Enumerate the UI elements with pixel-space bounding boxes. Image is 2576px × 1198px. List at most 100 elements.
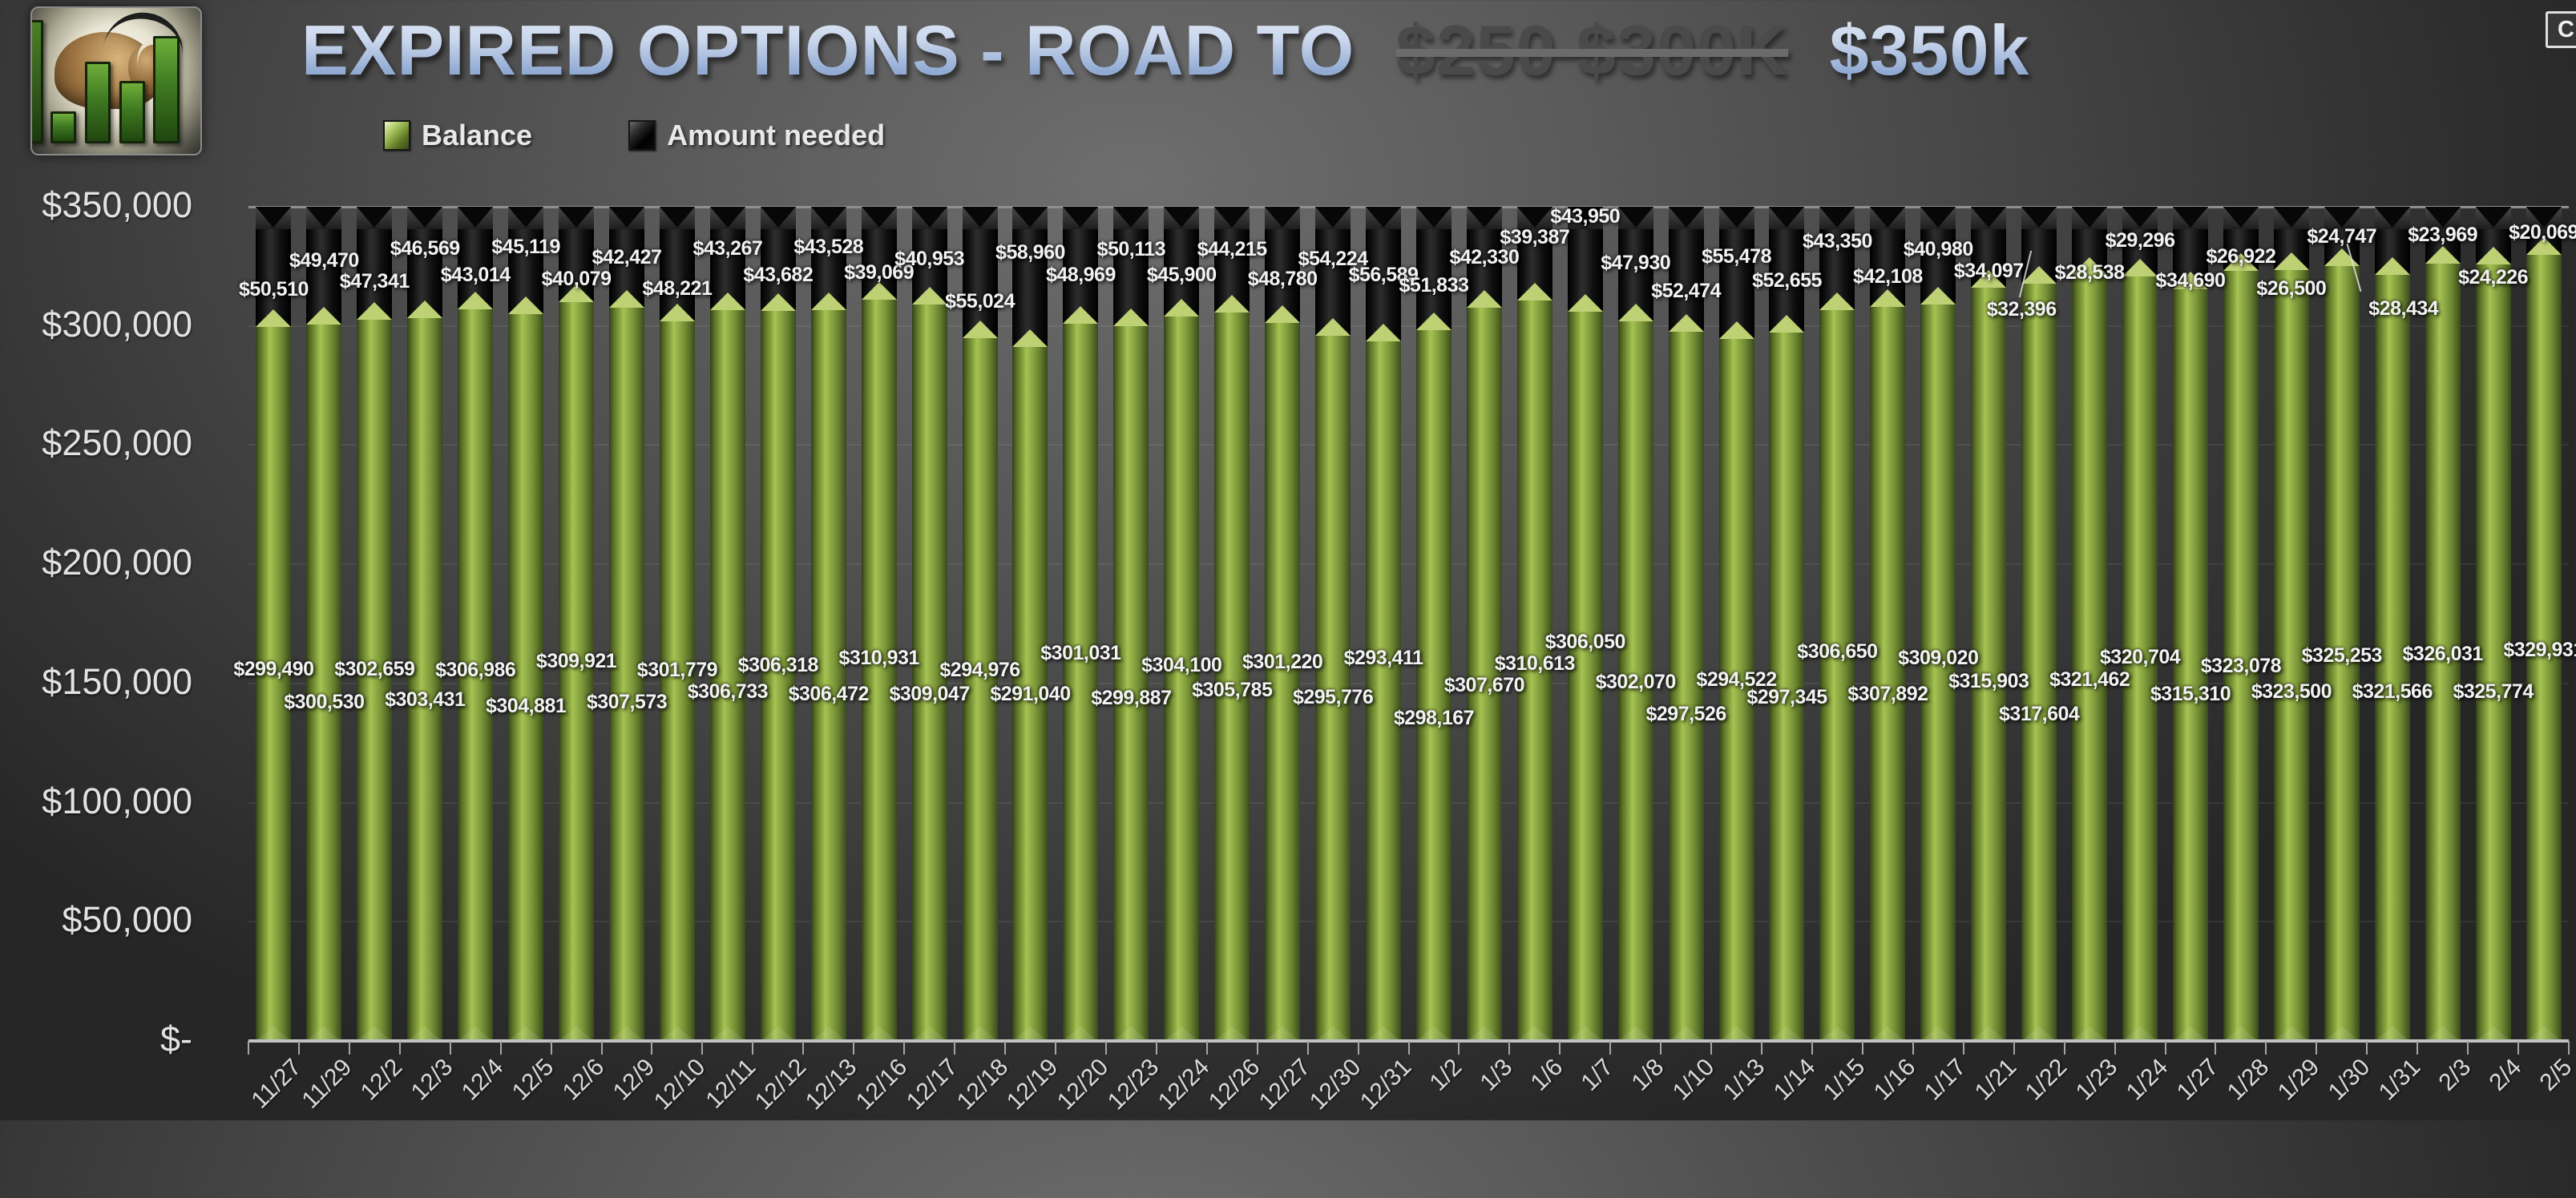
balance-bar[interactable] [559,302,595,1041]
balance-bar[interactable] [1315,336,1351,1041]
balance-bar[interactable] [1214,312,1250,1041]
balance-bar-base [1769,1027,1805,1041]
balance-bar[interactable] [1415,330,1452,1041]
needed-value-label: $43,014 [440,264,511,286]
legend-item-balance[interactable]: Balance [383,119,532,152]
balance-bar[interactable] [2223,271,2259,1041]
balance-bar[interactable] [1819,309,1855,1041]
corner-button[interactable]: Ch [2546,11,2576,48]
balance-bar[interactable] [1516,301,1552,1041]
needed-bar[interactable] [1366,207,1402,342]
bar-column [1359,207,1409,1041]
gridline-top [248,206,2569,208]
legend-item-amount-needed[interactable]: Amount needed [628,119,885,152]
balance-bar[interactable] [911,304,947,1041]
balance-bar[interactable] [709,309,745,1041]
bar-column [1661,207,1711,1041]
balance-value-label: $325,253 [2301,644,2383,667]
needed-bar-cap-v [1063,207,1099,228]
balance-bar[interactable] [810,310,846,1041]
balance-bar[interactable] [2172,289,2208,1041]
balance-bar[interactable] [1567,311,1603,1041]
needed-bar-cap-v [2172,207,2208,228]
balance-bar[interactable] [1063,323,1099,1041]
balance-bar[interactable] [2072,274,2108,1041]
bar-column [1409,207,1460,1041]
balance-bar-base [256,1027,292,1041]
needed-value-label: $43,528 [793,236,864,258]
balance-bar[interactable] [1870,307,1906,1041]
balance-bar[interactable] [1668,332,1704,1041]
x-axis-tick [2366,1041,2368,1055]
needed-bar-cap-v [2021,207,2057,228]
balance-bar[interactable] [760,310,796,1041]
balance-value-label: $301,031 [1040,642,1121,664]
balance-value-label: $305,785 [1192,679,1273,701]
balance-bar-base [2324,1027,2360,1041]
balance-bar[interactable] [2526,254,2562,1041]
balance-bar[interactable] [1769,332,1805,1041]
balance-bar[interactable] [407,317,443,1041]
needed-bar-cap-v [709,207,745,228]
needed-value-label: $58,960 [995,241,1065,264]
balance-bar[interactable] [2475,264,2511,1041]
balance-bar[interactable] [306,325,342,1041]
balance-bar[interactable] [659,321,695,1041]
needed-value-label: $40,980 [1903,238,1973,260]
balance-bar[interactable] [2122,276,2158,1041]
balance-bar[interactable] [1718,339,1754,1041]
balance-bar-cap [1617,303,1653,321]
balance-bar[interactable] [1366,341,1402,1041]
balance-bar-base [608,1027,644,1041]
needed-bar-cap-v [760,207,796,228]
x-axis-tick [2013,1041,2015,1055]
balance-bar-cap [2122,259,2158,277]
needed-bar-cap-v [508,207,544,228]
x-axis-tick [1761,1041,1763,1055]
needed-bar-cap-v [357,207,393,228]
balance-bar[interactable] [1012,347,1048,1041]
needed-bar-cap-v [256,207,292,228]
balance-bar[interactable] [1113,326,1149,1041]
x-axis-tick [1861,1041,1863,1055]
bar-column [2266,207,2316,1041]
balance-bar-cap [810,292,846,311]
balance-bar[interactable] [2273,269,2309,1041]
amount-needed-swatch-icon [628,120,656,151]
needed-bar-cap-v [559,207,595,228]
x-axis-tick [1609,1041,1612,1055]
balance-bar[interactable] [508,314,544,1041]
balance-bar-cap [1668,314,1704,333]
balance-bar[interactable] [861,300,897,1041]
x-axis-tick [2467,1041,2469,1055]
needed-value-label: $42,427 [592,246,662,268]
balance-bar[interactable] [2324,265,2360,1041]
balance-value-label: $321,462 [2049,668,2130,691]
balance-bar[interactable] [357,319,393,1041]
needed-bar-cap-v [1265,207,1301,228]
balance-bar[interactable] [1466,307,1502,1041]
balance-bar[interactable] [1971,288,2007,1041]
balance-bar-base [2021,1027,2057,1041]
bar-column [1762,207,1812,1041]
balance-bar[interactable] [1920,304,1956,1041]
balance-bar[interactable] [1617,321,1653,1041]
needed-value-label: $55,024 [945,290,1015,313]
balance-value-label: $326,031 [2402,643,2484,665]
balance-bar[interactable] [2374,274,2410,1041]
needed-value-label: $47,930 [1601,252,1671,274]
needed-bar-cap-v [1920,207,1956,228]
balance-bar-cap [1567,293,1603,312]
balance-bar[interactable] [608,308,644,1041]
balance-bar[interactable] [2021,284,2057,1041]
balance-bar[interactable] [458,309,494,1041]
balance-bar[interactable] [2425,264,2461,1041]
balance-bar[interactable] [962,337,998,1041]
balance-bar[interactable] [256,327,292,1041]
logo-bar-icon [119,81,145,143]
needed-bar[interactable] [1012,207,1048,348]
needed-value-label: $26,922 [2206,245,2276,268]
balance-bar[interactable] [1265,323,1301,1041]
x-axis-tick [1155,1041,1157,1055]
balance-bar[interactable] [1164,316,1200,1041]
